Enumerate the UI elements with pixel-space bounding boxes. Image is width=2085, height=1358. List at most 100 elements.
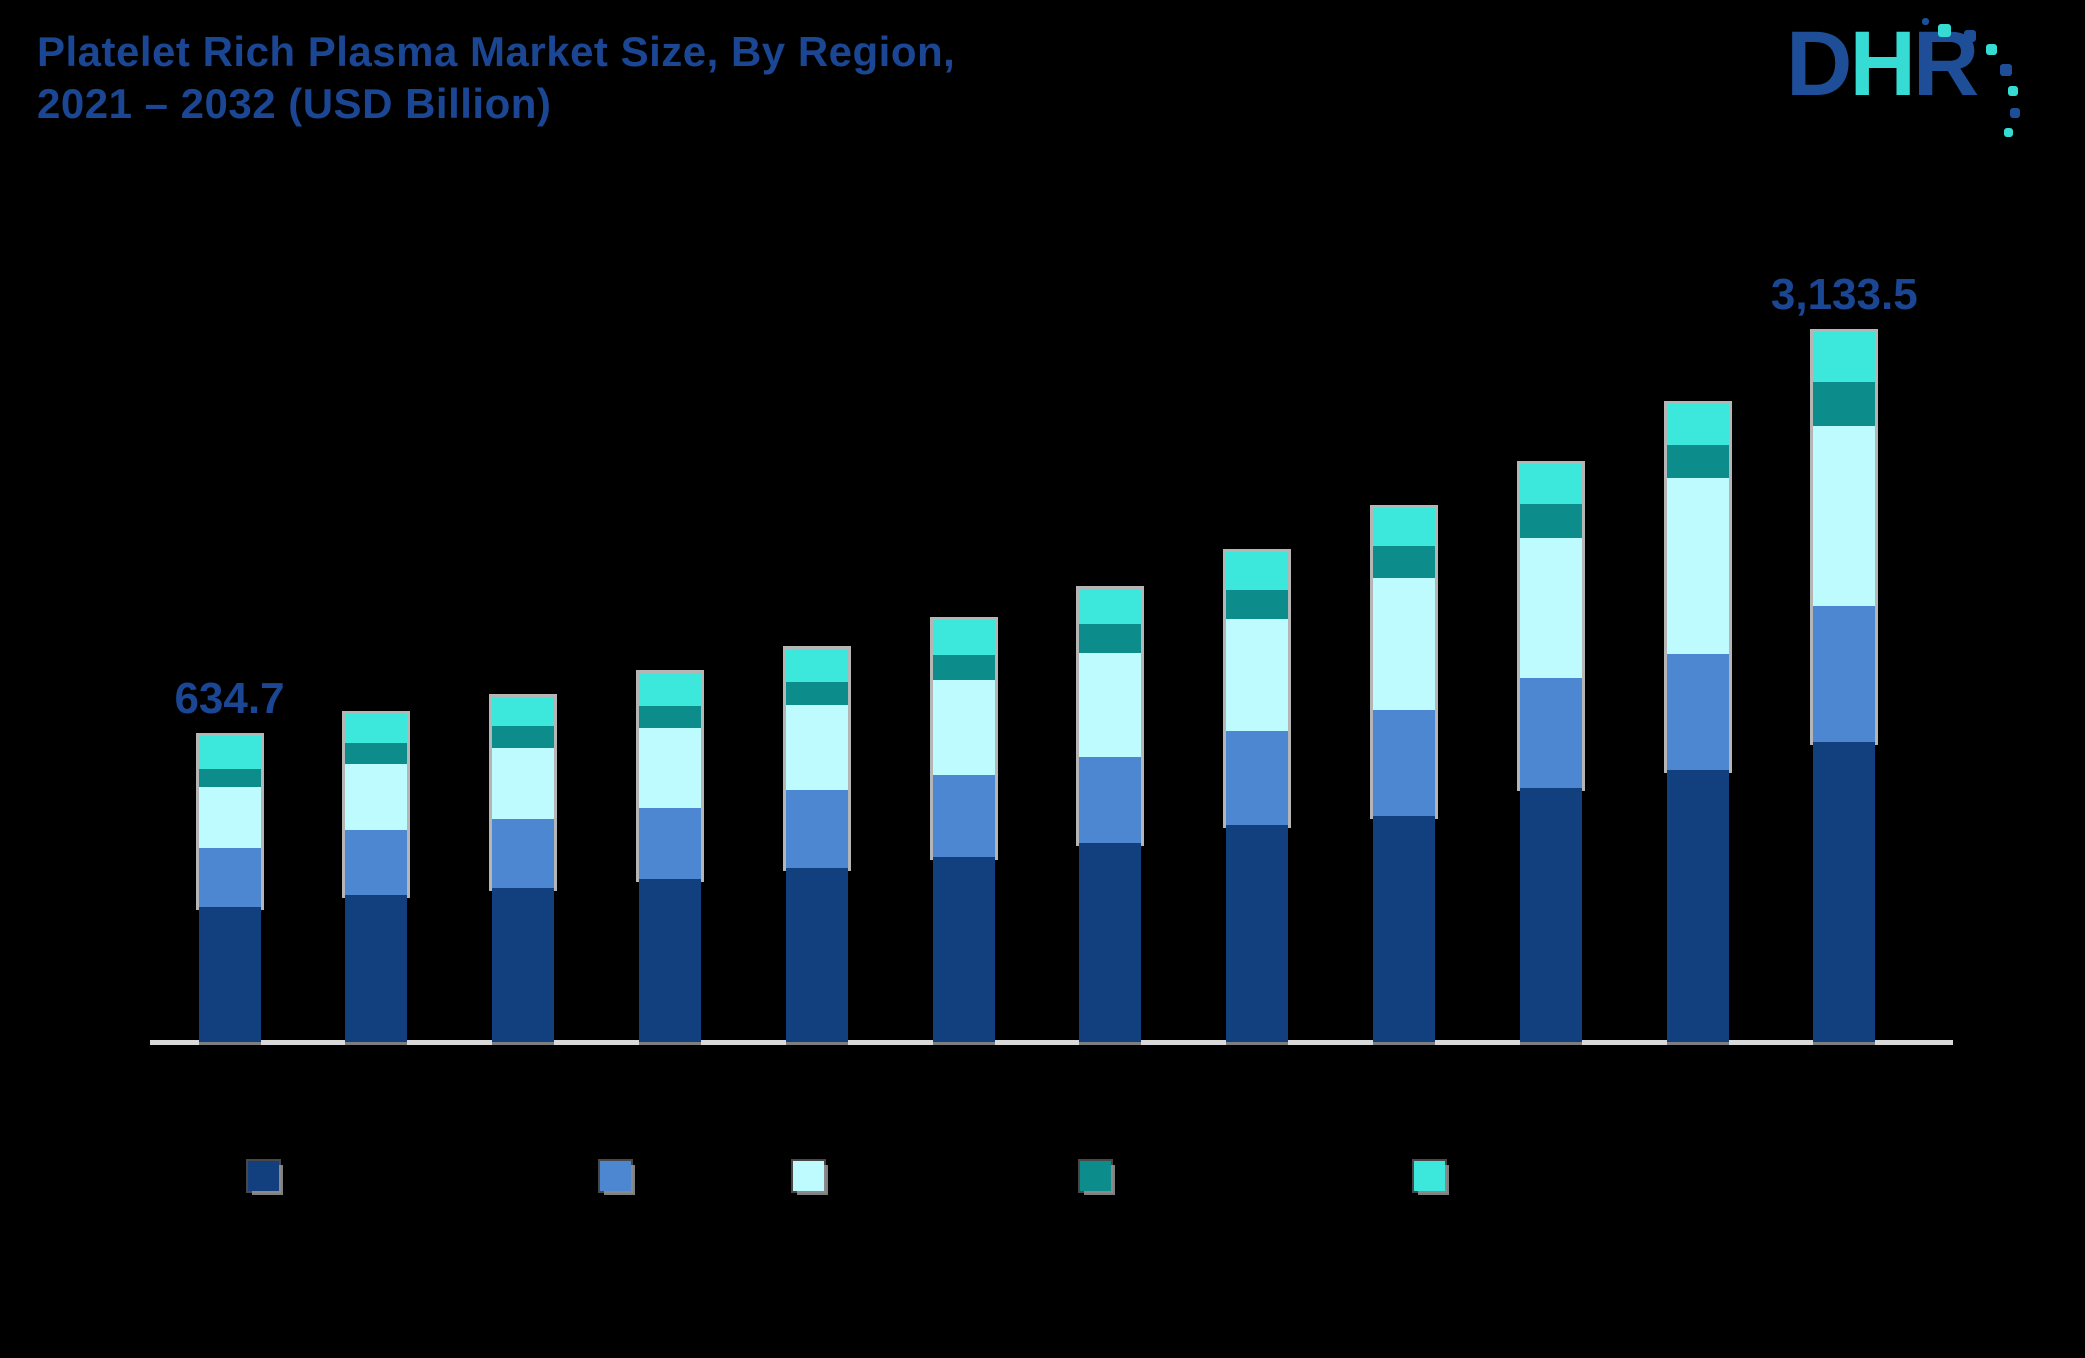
logo-dot <box>1986 44 1997 55</box>
segment-asia-pacific-2021 <box>198 787 261 848</box>
legend-item-asia-pacific: Asia Pacific <box>793 1160 997 1192</box>
logo-letter-d: D <box>1786 13 1852 115</box>
segment-north-america-2026 <box>932 857 995 1042</box>
segment-europe-2032 <box>1813 606 1876 742</box>
x-axis-baseline <box>150 1040 1953 1045</box>
segment-asia-pacific-2024 <box>638 728 701 808</box>
logo-dot <box>2000 64 2012 76</box>
segment-europe-2021 <box>198 848 261 907</box>
segment-north-america-2030 <box>1519 788 1582 1042</box>
legend-swatch-europe <box>600 1161 631 1191</box>
segment-asia-pacific-2029 <box>1372 578 1435 710</box>
x-axis-label-2023: 2023 <box>491 1062 555 1093</box>
data-label-first-bar: 634.7 <box>174 674 285 723</box>
segment-latin-america-2028 <box>1226 590 1289 619</box>
x-axis-label-2031: 2031 <box>1666 1062 1729 1093</box>
segment-latin-america-2030 <box>1519 504 1582 538</box>
x-axis-label-2021: 2021 <box>198 1062 261 1093</box>
segment-europe-2025 <box>785 790 848 868</box>
legend-swatch-north-america <box>248 1161 279 1191</box>
bar-2021-upper-stack <box>195 733 264 910</box>
dhr-logo: DHR <box>1786 18 2026 137</box>
bar-2021 <box>195 733 264 1042</box>
legend-label-asia-pacific: Asia Pacific <box>840 1160 998 1191</box>
segment-latin-america-2025 <box>785 682 848 705</box>
segment-middle-east-africa-2022 <box>345 714 408 743</box>
segment-europe-2024 <box>638 808 701 879</box>
segment-latin-america-2021 <box>198 769 261 787</box>
bar-2029 <box>1369 505 1438 1042</box>
segment-north-america-2023 <box>492 888 555 1042</box>
segment-latin-america-2032 <box>1813 382 1876 426</box>
bar-2027 <box>1076 586 1145 1042</box>
segment-asia-pacific-2026 <box>932 680 995 775</box>
segment-europe-2028 <box>1226 731 1289 825</box>
legend-label-north-america: North America <box>295 1160 487 1191</box>
segment-middle-east-africa-2032 <box>1813 332 1876 382</box>
bar-2022 <box>342 711 411 1042</box>
bar-2031-upper-stack <box>1663 401 1732 773</box>
segment-middle-east-africa-2021 <box>198 736 261 769</box>
legend-item-europe: Europe <box>600 1160 743 1192</box>
segment-middle-east-africa-2031 <box>1666 404 1729 445</box>
segment-middle-east-africa-2027 <box>1079 589 1142 624</box>
logo-dot <box>1964 30 1976 42</box>
x-axis-label-2029: 2029 <box>1372 1062 1436 1093</box>
segment-europe-2026 <box>932 775 995 857</box>
x-axis-label-2022: 2022 <box>345 1062 408 1093</box>
segment-middle-east-africa-2030 <box>1519 464 1582 504</box>
x-axis-label-2032: 2032 <box>1813 1062 1876 1093</box>
bar-2023-upper-stack <box>489 694 558 891</box>
segment-europe-2031 <box>1666 654 1729 770</box>
segment-asia-pacific-2027 <box>1079 653 1142 757</box>
bar-2032 <box>1810 329 1879 1042</box>
bar-2028-upper-stack <box>1223 549 1292 828</box>
x-axis-label-2024: 2024 <box>638 1062 702 1093</box>
legend-swatch-latin-america <box>1080 1161 1111 1191</box>
segment-middle-east-africa-2024 <box>638 673 701 706</box>
x-axis-label-2027: 2027 <box>1079 1062 1142 1093</box>
segment-asia-pacific-2023 <box>492 748 555 819</box>
segment-middle-east-africa-2026 <box>932 620 995 655</box>
legend-label-latin-america: Latin America <box>1127 1160 1312 1191</box>
segment-asia-pacific-2022 <box>345 764 408 830</box>
logo-dot <box>2004 128 2013 137</box>
segment-latin-america-2026 <box>932 655 995 680</box>
segment-middle-east-africa-2028 <box>1226 552 1289 590</box>
x-axis-label-2030: 2030 <box>1519 1062 1582 1093</box>
bar-2023 <box>489 694 558 1042</box>
segment-asia-pacific-2032 <box>1813 426 1876 606</box>
segment-middle-east-africa-2029 <box>1372 508 1435 546</box>
legend-swatch-middle-east-africa <box>1414 1161 1445 1191</box>
bar-2029-upper-stack <box>1369 505 1438 819</box>
segment-north-america-2027 <box>1079 843 1142 1042</box>
segment-north-america-2031 <box>1666 770 1729 1042</box>
segment-asia-pacific-2025 <box>785 705 848 790</box>
logo-dot <box>2008 86 2018 96</box>
bar-2027-upper-stack <box>1076 586 1145 846</box>
bar-2026 <box>929 617 998 1042</box>
segment-asia-pacific-2030 <box>1519 538 1582 678</box>
segment-europe-2029 <box>1372 710 1435 816</box>
segment-latin-america-2029 <box>1372 546 1435 578</box>
legend-label-europe: Europe <box>647 1160 744 1191</box>
legend-item-latin-america: Latin America <box>1080 1160 1311 1192</box>
chart-title: Platelet Rich Plasma Market Size, By Reg… <box>37 26 955 130</box>
segment-north-america-2025 <box>785 868 848 1042</box>
legend-item-north-america: North America <box>248 1160 487 1192</box>
segment-latin-america-2031 <box>1666 445 1729 478</box>
segment-north-america-2024 <box>638 879 701 1042</box>
logo-dot <box>2010 108 2020 118</box>
bar-2032-upper-stack <box>1810 329 1879 745</box>
segment-latin-america-2027 <box>1079 624 1142 653</box>
chart-title-line1: Platelet Rich Plasma Market Size, By Reg… <box>37 28 956 75</box>
segment-europe-2027 <box>1079 757 1142 843</box>
segment-latin-america-2024 <box>638 706 701 728</box>
segment-middle-east-africa-2025 <box>785 649 848 682</box>
segment-middle-east-africa-2023 <box>492 697 555 726</box>
x-axis-label-2026: 2026 <box>932 1062 995 1093</box>
bar-2028 <box>1223 549 1292 1042</box>
bar-2031 <box>1663 401 1732 1042</box>
